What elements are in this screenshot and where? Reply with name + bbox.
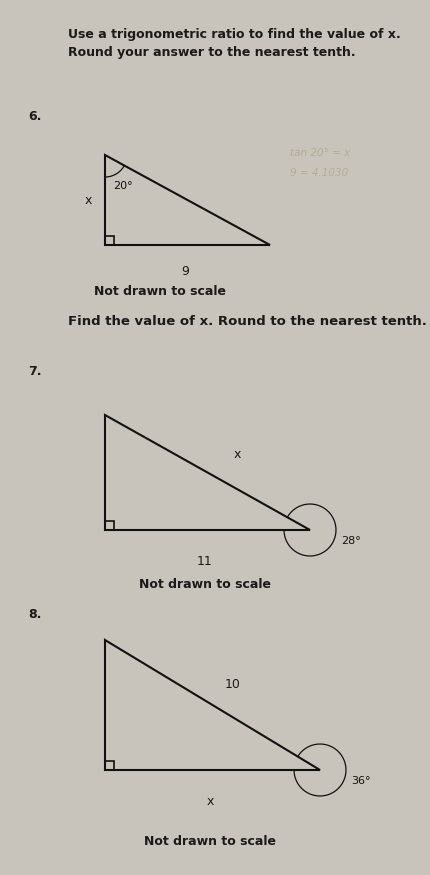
Text: 28°: 28°	[341, 536, 360, 546]
Text: 36°: 36°	[351, 776, 370, 787]
Text: Not drawn to scale: Not drawn to scale	[144, 835, 276, 848]
Text: 11: 11	[197, 555, 213, 568]
Text: x: x	[84, 193, 92, 206]
Text: Find the value of x. Round to the nearest tenth.: Find the value of x. Round to the neares…	[68, 315, 427, 328]
Text: Not drawn to scale: Not drawn to scale	[94, 285, 226, 298]
Text: Round your answer to the nearest tenth.: Round your answer to the nearest tenth.	[68, 46, 356, 59]
Text: x: x	[234, 448, 241, 461]
Text: tan 20° = x: tan 20° = x	[290, 148, 350, 158]
Text: x: x	[206, 795, 214, 808]
Text: 6.: 6.	[28, 110, 41, 123]
Text: Use a trigonometric ratio to find the value of x.: Use a trigonometric ratio to find the va…	[68, 28, 401, 41]
Text: 20°: 20°	[114, 181, 133, 191]
Text: Not drawn to scale: Not drawn to scale	[139, 578, 271, 591]
Text: 10: 10	[224, 678, 240, 691]
Text: 7.: 7.	[28, 365, 42, 378]
Text: 9 = 4.1030: 9 = 4.1030	[290, 168, 348, 178]
Text: 8.: 8.	[28, 608, 41, 621]
Text: 9: 9	[181, 265, 189, 278]
